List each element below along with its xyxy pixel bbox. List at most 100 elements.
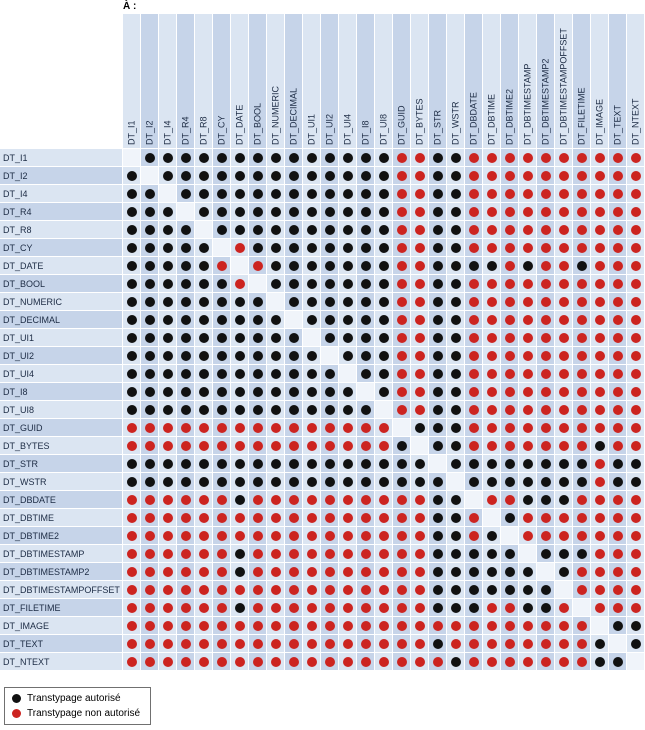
cast-not-allowed-dot: [594, 152, 605, 163]
cast-not-allowed-dot: [630, 602, 641, 613]
matrix-cell: [159, 293, 176, 310]
matrix-cell: [249, 599, 266, 616]
matrix-cell: [555, 473, 572, 490]
matrix-cell: [519, 473, 536, 490]
matrix-cell: [177, 311, 194, 328]
matrix-cell: [249, 239, 266, 256]
matrix-cell: [177, 149, 194, 166]
cast-not-allowed-dot: [288, 584, 299, 595]
matrix-cell: [267, 293, 284, 310]
matrix-cell: [195, 149, 212, 166]
matrix-cell: [429, 545, 446, 562]
cast-not-allowed-dot: [144, 494, 155, 505]
column-header-dt_ntext: DT_NTEXT: [627, 14, 644, 148]
matrix-cell: [375, 635, 392, 652]
matrix-cell: [483, 401, 500, 418]
matrix-cell: [483, 239, 500, 256]
cast-allowed-dot: [342, 314, 353, 325]
matrix-cell: [447, 329, 464, 346]
cast-not-allowed-dot: [360, 530, 371, 541]
cast-allowed-dot: [576, 476, 587, 487]
matrix-cell: [123, 275, 140, 292]
matrix-cell: [303, 455, 320, 472]
cast-allowed-dot: [324, 476, 335, 487]
cast-allowed-dot: [198, 242, 209, 253]
cast-not-allowed-dot: [234, 638, 245, 649]
matrix-cell: [609, 167, 626, 184]
cast-not-allowed-dot: [306, 530, 317, 541]
matrix-cell: [249, 275, 266, 292]
matrix-cell: [177, 653, 194, 670]
matrix-cell: [213, 653, 230, 670]
cast-allowed-dot: [576, 260, 587, 271]
matrix-cell: [123, 203, 140, 220]
matrix-cell: [303, 527, 320, 544]
column-header-dt_bool: DT_BOOL: [249, 14, 266, 148]
matrix-cell: [375, 167, 392, 184]
matrix-cell: [411, 149, 428, 166]
cast-allowed-dot: [324, 278, 335, 289]
cast-allowed-dot: [306, 242, 317, 253]
cast-not-allowed-dot: [522, 638, 533, 649]
matrix-cell: [375, 599, 392, 616]
cast-not-allowed-dot: [630, 242, 641, 253]
matrix-cell: [303, 185, 320, 202]
matrix-cell: [429, 455, 446, 472]
row-label-dt_cy: DT_CY: [0, 239, 122, 256]
cast-allowed-dot: [306, 314, 317, 325]
matrix-cell: [303, 257, 320, 274]
cast-not-allowed-dot: [396, 386, 407, 397]
cast-not-allowed-dot: [558, 260, 569, 271]
cast-allowed-dot: [342, 188, 353, 199]
cast-allowed-dot: [234, 296, 245, 307]
cast-not-allowed-dot: [198, 494, 209, 505]
matrix-cell: [609, 635, 626, 652]
matrix-cell: [573, 347, 590, 364]
cast-not-allowed-dot: [378, 494, 389, 505]
matrix-cell: [159, 221, 176, 238]
cast-allowed-dot: [216, 350, 227, 361]
matrix-cell: [141, 311, 158, 328]
matrix-cell: [393, 617, 410, 634]
cast-not-allowed-dot: [576, 620, 587, 631]
matrix-cell: [213, 437, 230, 454]
cast-allowed-dot: [360, 350, 371, 361]
matrix-cell: [573, 599, 590, 616]
matrix-cell: [249, 185, 266, 202]
matrix-cell: [195, 563, 212, 580]
matrix-cell: [339, 185, 356, 202]
cast-not-allowed-dot: [594, 332, 605, 343]
matrix-cell: [339, 293, 356, 310]
cast-not-allowed-dot: [414, 620, 425, 631]
cast-not-allowed-dot: [162, 548, 173, 559]
matrix-cell: [231, 401, 248, 418]
matrix-cell: [177, 383, 194, 400]
matrix-cell: [501, 167, 518, 184]
matrix-cell: [627, 599, 644, 616]
matrix-cell: [267, 437, 284, 454]
matrix-cell: [249, 653, 266, 670]
matrix-cell: [627, 419, 644, 436]
cast-not-allowed-dot: [540, 530, 551, 541]
matrix-cell: [429, 419, 446, 436]
cast-allowed-dot: [378, 350, 389, 361]
matrix-cell: [465, 383, 482, 400]
cast-allowed-dot: [324, 224, 335, 235]
cast-allowed-dot: [468, 566, 479, 577]
matrix-cell: [321, 419, 338, 436]
matrix-cell: [573, 491, 590, 508]
matrix-cell: [123, 653, 140, 670]
cast-allowed-dot: [162, 260, 173, 271]
column-header-dt_ui2: DT_UI2: [321, 14, 338, 148]
cast-allowed-dot: [234, 458, 245, 469]
row-label-dt_bool: DT_BOOL: [0, 275, 122, 292]
matrix-cell: [321, 455, 338, 472]
cast-allowed-dot: [324, 386, 335, 397]
cast-allowed-dot: [162, 170, 173, 181]
cast-not-allowed-dot: [414, 350, 425, 361]
cast-allowed-dot: [126, 350, 137, 361]
cast-not-allowed-dot: [288, 440, 299, 451]
matrix-cell: [177, 239, 194, 256]
matrix-cell: [375, 275, 392, 292]
cast-not-allowed-dot: [612, 602, 623, 613]
